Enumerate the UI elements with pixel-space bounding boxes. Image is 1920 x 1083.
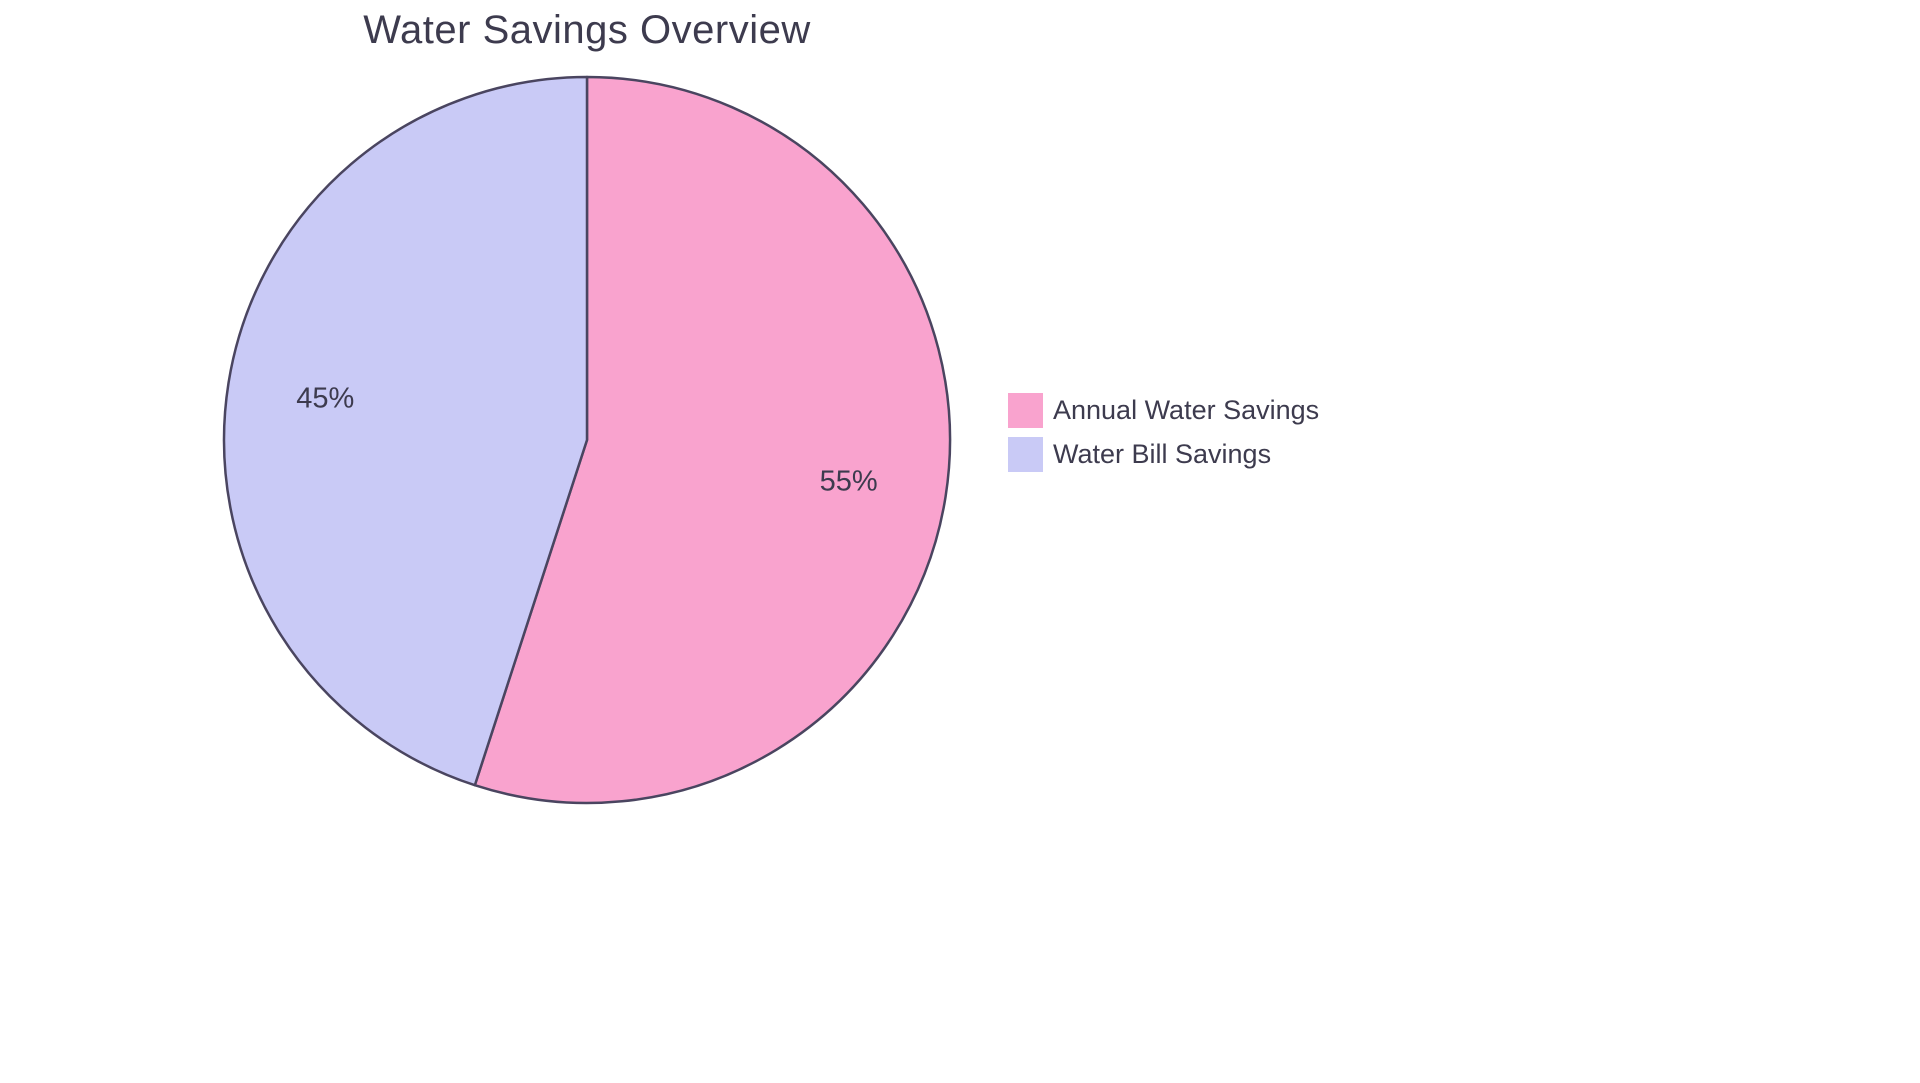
legend-swatch-annual-water-savings[interactable] bbox=[1008, 393, 1043, 428]
legend: Annual Water Savings Water Bill Savings bbox=[1008, 393, 1319, 472]
legend-label-water-bill-savings: Water Bill Savings bbox=[1053, 439, 1272, 469]
legend-item-water-bill-savings[interactable]: Water Bill Savings bbox=[1008, 437, 1319, 472]
legend-swatch-water-bill-savings[interactable] bbox=[1008, 437, 1043, 472]
pie-slice-value-label-1: 45% bbox=[296, 383, 354, 415]
pie-slice-1[interactable] bbox=[222, 75, 589, 787]
legend-label-annual-water-savings: Annual Water Savings bbox=[1053, 395, 1320, 425]
pie-slice-value-label-0: 55% bbox=[820, 466, 878, 498]
pie-slice-0[interactable] bbox=[473, 75, 952, 805]
legend-item-annual-water-savings[interactable]: Annual Water Savings bbox=[1008, 393, 1319, 428]
chart-title: Water Savings Overview bbox=[363, 8, 811, 52]
pie-chart: 55% 45% bbox=[222, 75, 952, 805]
